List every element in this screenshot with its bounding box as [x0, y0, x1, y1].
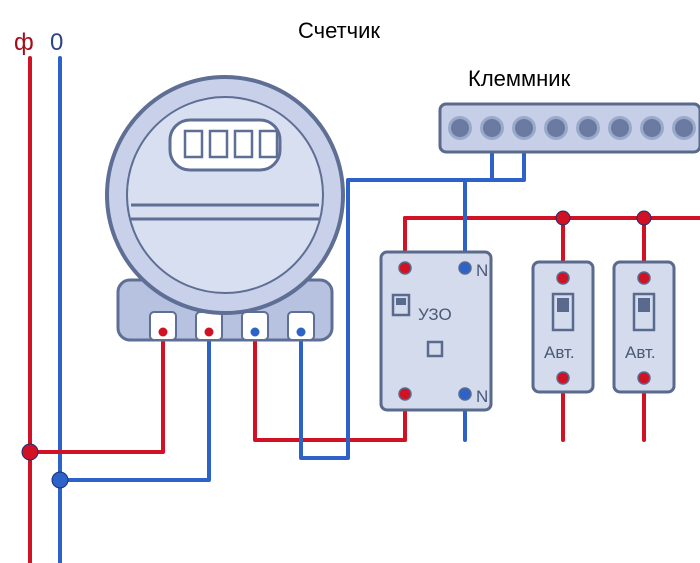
terminal-hole	[483, 119, 501, 137]
terminal-hole	[515, 119, 533, 137]
terminal-hole	[643, 119, 661, 137]
neutral-label: 0	[50, 29, 63, 56]
breaker-term	[638, 372, 650, 384]
terminal-hole	[547, 119, 565, 137]
rcd-body	[381, 252, 491, 410]
meter-display	[170, 120, 280, 170]
terminal-hole	[451, 119, 469, 137]
terminal-hole	[579, 119, 597, 137]
meter-terminal-hole	[159, 328, 168, 337]
rcd-term	[459, 262, 471, 274]
breaker-term	[557, 272, 569, 284]
rcd-label: УЗО	[418, 305, 452, 324]
rcd-n-top: N	[476, 261, 488, 280]
rcd-term	[399, 388, 411, 400]
breaker-term	[638, 272, 650, 284]
breaker-label: Авт.	[544, 343, 575, 362]
terminal-hole	[611, 119, 629, 137]
breaker-label: Авт.	[625, 343, 656, 362]
terminal-hole	[675, 119, 693, 137]
meter-terminal-hole	[251, 328, 260, 337]
rcd-n-bot: N	[476, 387, 488, 406]
meter-terminal-hole	[297, 328, 306, 337]
meter-terminal-hole	[205, 328, 214, 337]
rcd-term	[399, 262, 411, 274]
meter-title: Счетчик	[298, 18, 380, 43]
breaker-term	[557, 372, 569, 384]
terminal-title: Клеммник	[468, 66, 571, 91]
phase-label: ф	[14, 29, 34, 56]
rcd-term	[459, 388, 471, 400]
